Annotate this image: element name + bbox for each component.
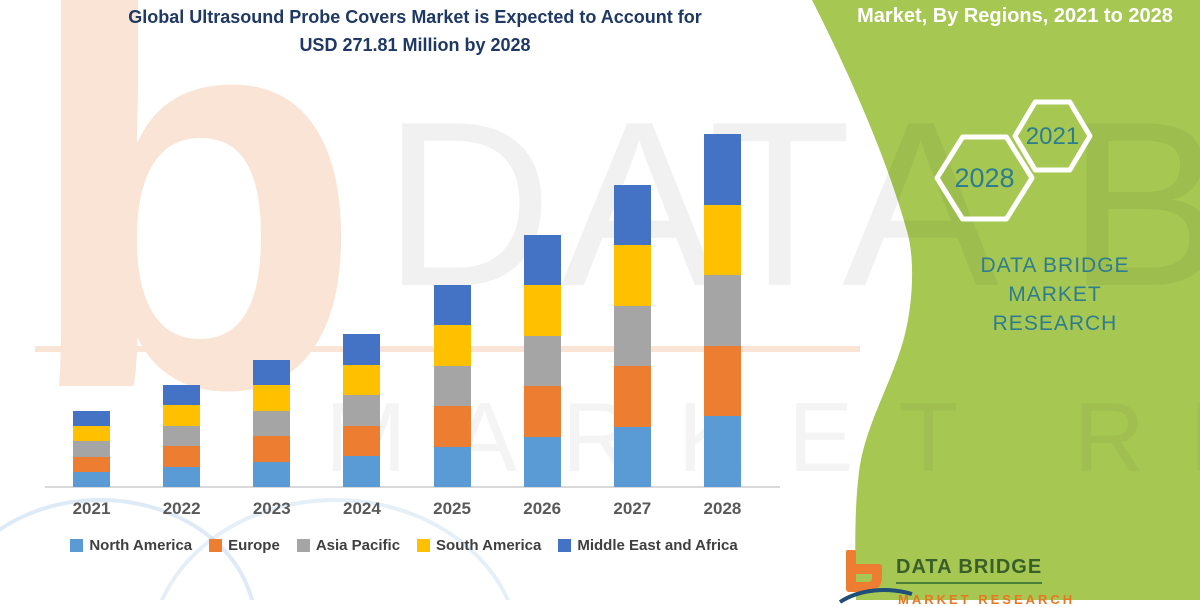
bar-segment-asia-pacific-2025 [433, 365, 471, 407]
bar-segment-europe-2023 [253, 436, 291, 462]
legend-swatch-icon [558, 539, 572, 552]
stacked-bar-2027 [613, 185, 651, 487]
x-axis-label-2027: 2027 [613, 499, 652, 518]
bar-segment-north-america-2025 [433, 446, 471, 487]
hexagon-2021 [1012, 99, 1093, 173]
hexagon-2028-label: 2028 [954, 163, 1015, 193]
bar-segment-south-america-2023 [253, 385, 291, 411]
bar-segment-europe-2027 [613, 366, 651, 427]
chart-title-line2: USD 271.81 Million by 2028 [299, 35, 531, 55]
legend-item-north-america: North America [70, 537, 192, 554]
bar-segment-north-america-2023 [253, 461, 291, 487]
bar-segment-europe-2021 [73, 456, 110, 472]
bar-segment-north-america-2026 [523, 436, 561, 487]
footer-logo: DATA BRIDGE MARKET RESEARCH [838, 547, 1168, 607]
bar-segment-asia-pacific-2024 [343, 395, 381, 426]
legend-swatch-icon [296, 539, 310, 552]
x-axis-label-2025: 2025 [433, 499, 471, 518]
legend-label: Europe [228, 537, 280, 554]
logo-swoosh-icon [838, 588, 913, 604]
logo-b-bowl-icon [846, 564, 882, 592]
legend-label: South America [436, 537, 542, 554]
stacked-bar-2023 [253, 360, 291, 487]
bar-segment-europe-2024 [343, 425, 381, 457]
bar-segment-middle-east-and-africa-2026 [523, 235, 561, 286]
bar-segment-asia-pacific-2022 [163, 425, 201, 447]
bar-segment-middle-east-and-africa-2027 [613, 185, 651, 246]
bar-segment-north-america-2028 [703, 416, 741, 487]
legend-label: North America [89, 537, 193, 554]
stacked-bar-2024 [343, 334, 381, 487]
bar-segment-north-america-2021 [73, 471, 110, 487]
legend-label: Asia Pacific [315, 537, 401, 554]
x-axis-label-2026: 2026 [523, 499, 562, 518]
stacked-bar-2028 [703, 134, 741, 487]
panel-brand-text: DATA BRIDGE MARKET RESEARCH [935, 251, 1175, 338]
stacked-bar-2025 [433, 285, 471, 487]
legend-swatch-icon [70, 539, 84, 552]
bar-segment-south-america-2024 [343, 364, 381, 396]
bar-segment-europe-2025 [433, 406, 471, 447]
green-side-panel [812, 0, 1200, 600]
bar-segment-europe-2026 [523, 386, 561, 437]
watermark-text-upper: DATA BRIDGE [383, 72, 1200, 335]
bar-segment-asia-pacific-2028 [703, 275, 741, 346]
hexagon-2028 [934, 134, 1035, 222]
legend-item-europe: Europe [209, 537, 280, 554]
legend-item-south-america: South America [417, 537, 541, 554]
bar-segment-middle-east-and-africa-2021 [73, 411, 110, 427]
x-axis-label-2022: 2022 [162, 499, 201, 518]
stacked-bar-2021 [73, 411, 110, 487]
x-axis-line [45, 486, 780, 488]
bar-segment-asia-pacific-2026 [523, 335, 561, 387]
hexagon-graphic [934, 99, 1093, 222]
bar-segment-middle-east-and-africa-2022 [163, 385, 201, 406]
legend-item-middle-east-and-africa: Middle East and Africa [558, 537, 738, 554]
bar-segment-asia-pacific-2027 [613, 305, 651, 367]
legend-swatch-icon [417, 539, 431, 552]
x-axis-label-2024: 2024 [342, 499, 381, 518]
bar-segment-europe-2022 [163, 446, 201, 467]
legend: North America Europe Asia Pacific South Ame… [35, 537, 773, 554]
bar-segment-south-america-2027 [613, 245, 651, 306]
x-axis-label-2021: 2021 [72, 499, 111, 518]
bar-segment-middle-east-and-africa-2024 [343, 334, 381, 365]
panel-brand-line1: DATA BRIDGE MARKET [980, 254, 1130, 306]
chart-title: Global Ultrasound Probe Covers Market is… [5, 3, 825, 59]
bar-segment-middle-east-and-africa-2025 [433, 285, 471, 326]
footer-logo-brand: DATA BRIDGE [896, 556, 1043, 584]
legend-swatch-icon [209, 539, 223, 552]
watermark-swoosh-arcs [0, 498, 511, 600]
bar-segment-north-america-2024 [343, 456, 381, 487]
chart-title-line1: Global Ultrasound Probe Covers Market is… [128, 7, 702, 27]
panel-banner-text: Market, By Regions, 2021 to 2028 [857, 5, 1173, 27]
bar-segment-south-america-2022 [163, 405, 201, 426]
bar-segment-south-america-2021 [73, 426, 110, 442]
bar-segment-north-america-2022 [163, 466, 201, 487]
stacked-bar-2022 [163, 385, 201, 487]
stacked-bar-2026 [523, 235, 561, 487]
bar-segment-south-america-2025 [433, 325, 471, 366]
panel-brand-line2: RESEARCH [992, 312, 1118, 335]
hexagon-2021-label: 2021 [1025, 123, 1080, 150]
x-axis-label-2023: 2023 [252, 499, 291, 518]
bar-segment-south-america-2026 [523, 285, 561, 336]
bar-segment-south-america-2028 [703, 204, 741, 276]
green-panel-shape [812, 0, 1200, 600]
x-axis-label-2028: 2028 [703, 499, 742, 518]
watermark-text-lower: MARKET RESEARCH [325, 382, 1200, 492]
bar-segment-europe-2028 [703, 345, 741, 417]
bar-segment-middle-east-and-africa-2028 [703, 134, 741, 205]
legend-label: Middle East and Africa [577, 537, 738, 554]
bar-segment-north-america-2027 [613, 426, 651, 487]
bar-segment-asia-pacific-2023 [253, 410, 291, 437]
legend-item-asia-pacific: Asia Pacific [296, 537, 401, 554]
bar-segment-asia-pacific-2021 [73, 441, 110, 457]
bar-segment-middle-east-and-africa-2023 [253, 360, 291, 386]
